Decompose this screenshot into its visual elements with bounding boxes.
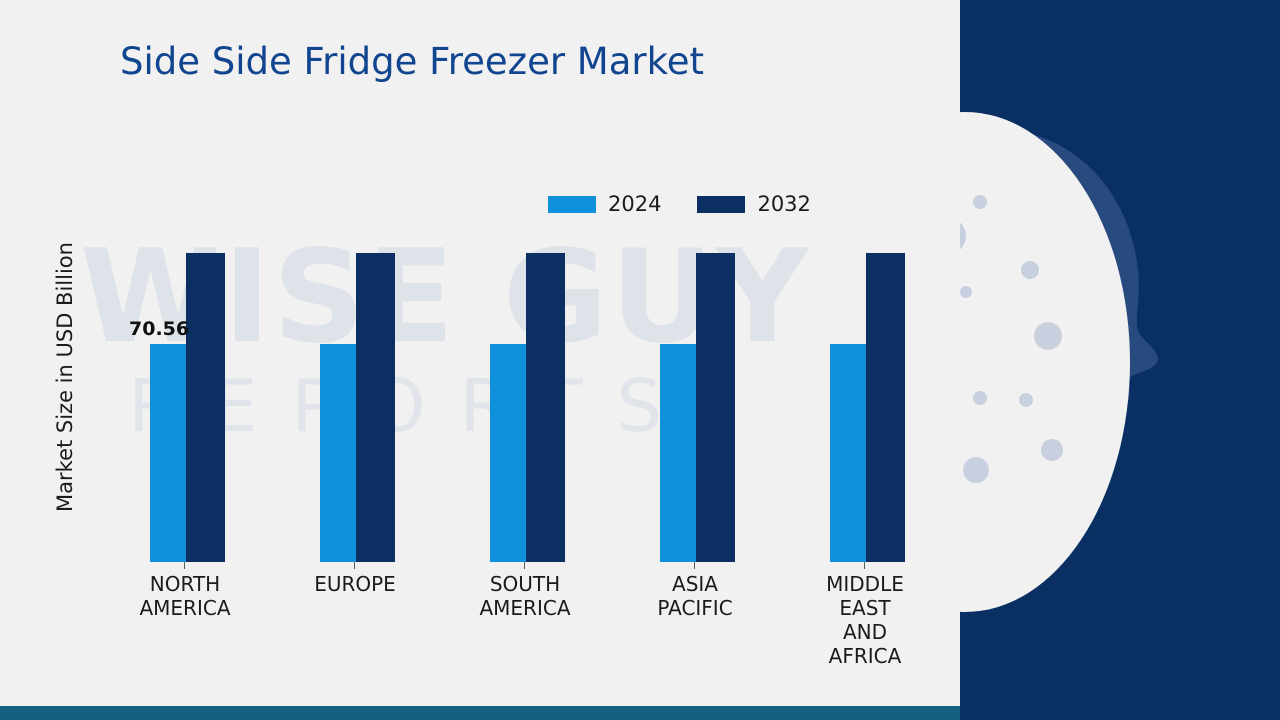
bar-2032-middle-east-and-africa[interactable] xyxy=(866,253,905,562)
legend-item-2024[interactable]: 2024 xyxy=(548,192,661,216)
x-tick-south-america xyxy=(524,562,525,569)
bar-value-north-america: 70.56 xyxy=(129,318,190,340)
brand-panel: WISE GUY R E P O R T S xyxy=(960,0,1280,720)
bar-2024-asia-pacific[interactable] xyxy=(660,344,696,562)
legend-label-2032: 2032 xyxy=(757,192,811,216)
molecule-dots-pattern-icon xyxy=(960,195,1063,483)
x-label-south-america: SOUTH AMERICA xyxy=(479,572,571,620)
x-label-north-america: NORTH AMERICA xyxy=(139,572,231,620)
legend-swatch-2024 xyxy=(548,195,596,213)
chart-legend: 2024 2032 xyxy=(548,192,811,216)
bar-2032-north-america[interactable] xyxy=(186,253,225,562)
legend-swatch-2032 xyxy=(697,195,746,213)
bar-group-asia-pacific: ASIA PACIFIC xyxy=(620,190,790,620)
page-title: Side Side Fridge Freezer Market xyxy=(120,40,704,83)
legend-item-2032[interactable]: 2032 xyxy=(697,192,811,216)
y-axis-label: Market Size in USD Billion xyxy=(53,242,77,512)
bar-group-south-america: SOUTH AMERICA xyxy=(450,190,620,620)
legend-label-2024: 2024 xyxy=(608,192,662,216)
x-tick-middle-east-and-africa xyxy=(864,562,865,569)
x-label-asia-pacific: ASIA PACIFIC xyxy=(657,572,733,620)
x-label-europe: EUROPE xyxy=(314,572,396,596)
bar-group-europe: EUROPE xyxy=(280,190,450,596)
x-tick-north-america xyxy=(184,562,185,569)
bar-group-middle-east-and-africa: MIDDLE EAST AND AFRICA xyxy=(790,190,960,668)
bar-2032-south-america[interactable] xyxy=(526,253,565,562)
bar-2024-middle-east-and-africa[interactable] xyxy=(830,344,866,562)
x-label-middle-east-and-africa: MIDDLE EAST AND AFRICA xyxy=(826,572,904,668)
bar-2024-south-america[interactable] xyxy=(490,344,526,562)
x-tick-asia-pacific xyxy=(694,562,695,569)
bar-2032-europe[interactable] xyxy=(356,253,395,562)
x-tick-europe xyxy=(354,562,355,569)
chart-area: Market Size in USD Billion 2024 2032 70.… xyxy=(53,190,930,668)
bottom-accent-strip xyxy=(0,706,960,720)
bar-group-north-america: 70.56 NORTH AMERICA xyxy=(110,190,280,620)
bar-2024-north-america[interactable] xyxy=(150,344,186,562)
bar-2032-asia-pacific[interactable] xyxy=(696,253,735,562)
plot-area: 70.56 NORTH AMERICA EUROPE SOUTH AMERICA xyxy=(110,190,930,668)
bar-2024-europe[interactable] xyxy=(320,344,356,562)
